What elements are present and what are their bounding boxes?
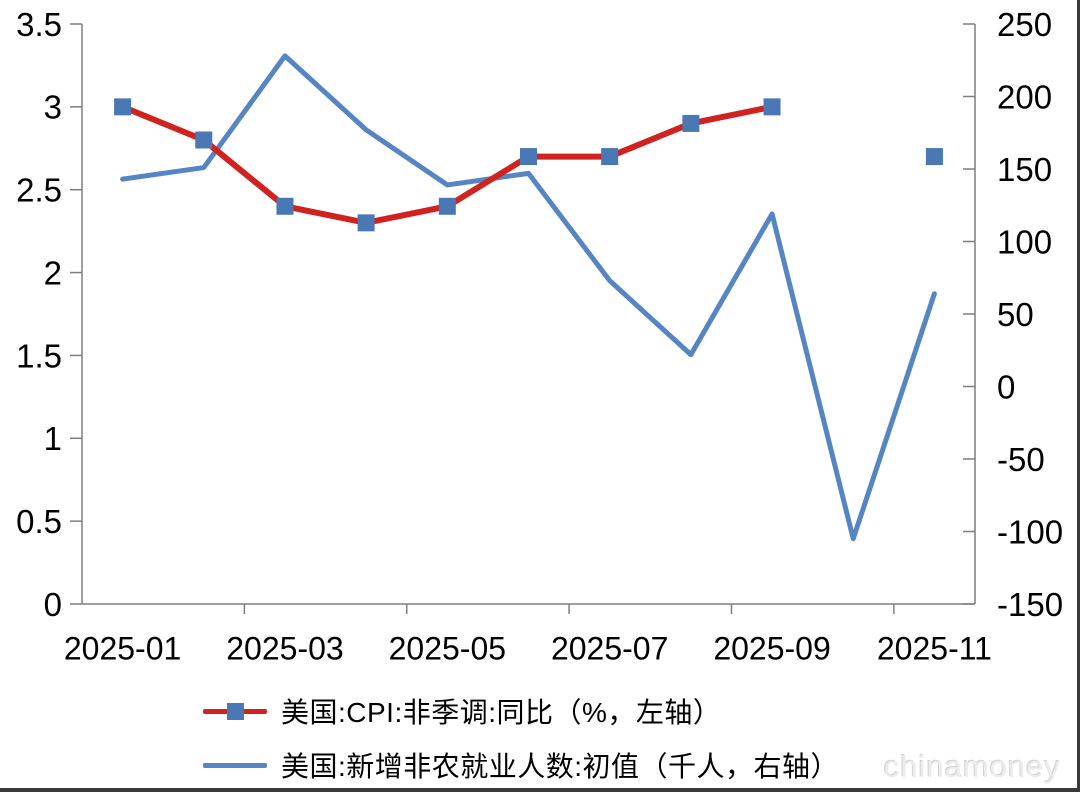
svg-text:3.5: 3.5 (16, 6, 62, 43)
nfp-legend-line-icon (203, 762, 267, 768)
svg-text:2025-03: 2025-03 (226, 631, 343, 667)
svg-text:1: 1 (44, 420, 62, 457)
svg-text:0: 0 (997, 368, 1015, 405)
svg-text:-150: -150 (997, 586, 1063, 623)
svg-text:2025-05: 2025-05 (389, 631, 506, 667)
cpi-legend-square-icon (226, 702, 244, 720)
svg-text:100: 100 (997, 223, 1052, 260)
left-axis-labels: 3.5 3 2.5 2 1.5 1 0.5 0 (16, 6, 62, 623)
legend-label-nfp: 美国:新增非农就业人数:初值（千人，右轴） (281, 751, 840, 782)
svg-text:2025-01: 2025-01 (64, 631, 181, 667)
svg-text:-50: -50 (997, 441, 1045, 478)
svg-text:2: 2 (44, 254, 62, 291)
x-axis-labels: 2025-01 2025-03 2025-05 2025-07 2025-09 2025-… (64, 631, 992, 667)
axes (70, 23, 976, 614)
svg-text:1.5: 1.5 (16, 337, 62, 374)
svg-text:3: 3 (44, 89, 62, 126)
right-axis-labels: 250 200 150 100 50 0 -50 -100 -150 (997, 6, 1063, 623)
svg-text:0.5: 0.5 (16, 503, 62, 540)
legend: 美国:CPI:非季调:同比（%，左轴） 美国:新增非农就业人数:初值（千人，右轴… (203, 691, 839, 785)
legend-item-cpi: 美国:CPI:非季调:同比（%，左轴） (203, 691, 839, 731)
svg-text:250: 250 (997, 6, 1052, 43)
svg-text:-100: -100 (997, 513, 1063, 550)
watermark: chinamoney (883, 749, 1061, 784)
cpi-legend-marker-icon (203, 702, 267, 720)
nfp-line (120, 53, 937, 542)
svg-text:2025-09: 2025-09 (713, 631, 830, 667)
svg-text:0: 0 (44, 586, 62, 623)
svg-text:2025-07: 2025-07 (551, 631, 668, 667)
nfp-legend-marker-icon (203, 756, 267, 774)
svg-text:2025-11: 2025-11 (877, 631, 992, 667)
svg-text:200: 200 (997, 78, 1052, 115)
cpi-markers (114, 98, 943, 232)
svg-text:2.5: 2.5 (16, 172, 62, 209)
legend-label-cpi: 美国:CPI:非季调:同比（%，左轴） (281, 697, 722, 728)
svg-text:50: 50 (997, 296, 1034, 333)
legend-item-nfp: 美国:新增非农就业人数:初值（千人，右轴） (203, 745, 839, 785)
svg-text:150: 150 (997, 151, 1052, 188)
